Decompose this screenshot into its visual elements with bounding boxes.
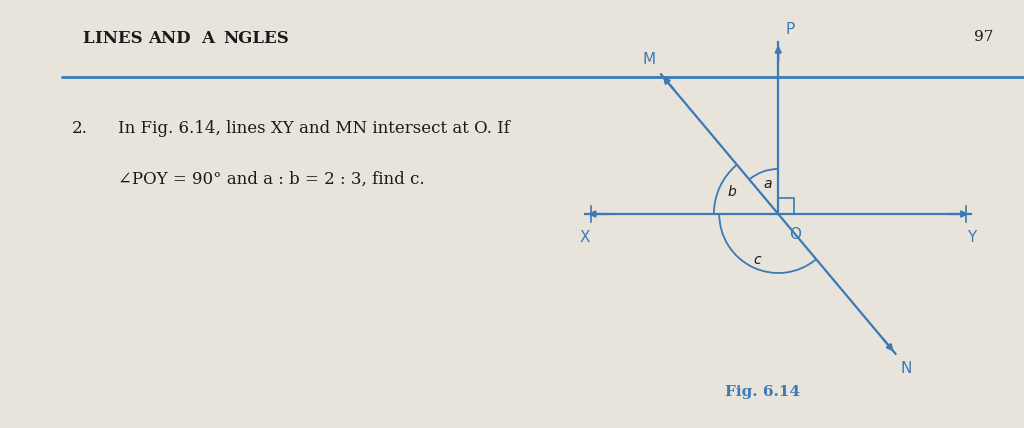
Text: Y: Y — [967, 230, 976, 245]
Text: AND  A: AND A — [148, 30, 216, 47]
Text: X: X — [580, 230, 591, 245]
Text: In Fig. 6.14, lines XY and MN intersect at O. If: In Fig. 6.14, lines XY and MN intersect … — [118, 120, 510, 137]
Text: a: a — [763, 177, 771, 191]
Text: 97: 97 — [974, 30, 993, 44]
Text: ∠POY = 90° and a : b = 2 : 3, find c.: ∠POY = 90° and a : b = 2 : 3, find c. — [118, 171, 424, 188]
Text: L: L — [82, 30, 93, 47]
Text: NGLES: NGLES — [223, 30, 289, 47]
Text: c: c — [753, 253, 761, 267]
Text: INES: INES — [95, 30, 160, 47]
Text: N: N — [901, 361, 912, 376]
Text: O: O — [788, 227, 801, 242]
Text: b: b — [727, 185, 736, 199]
Text: 2.: 2. — [72, 120, 88, 137]
Text: Fig. 6.14: Fig. 6.14 — [725, 384, 800, 398]
Text: M: M — [642, 52, 655, 67]
Text: P: P — [785, 22, 795, 37]
